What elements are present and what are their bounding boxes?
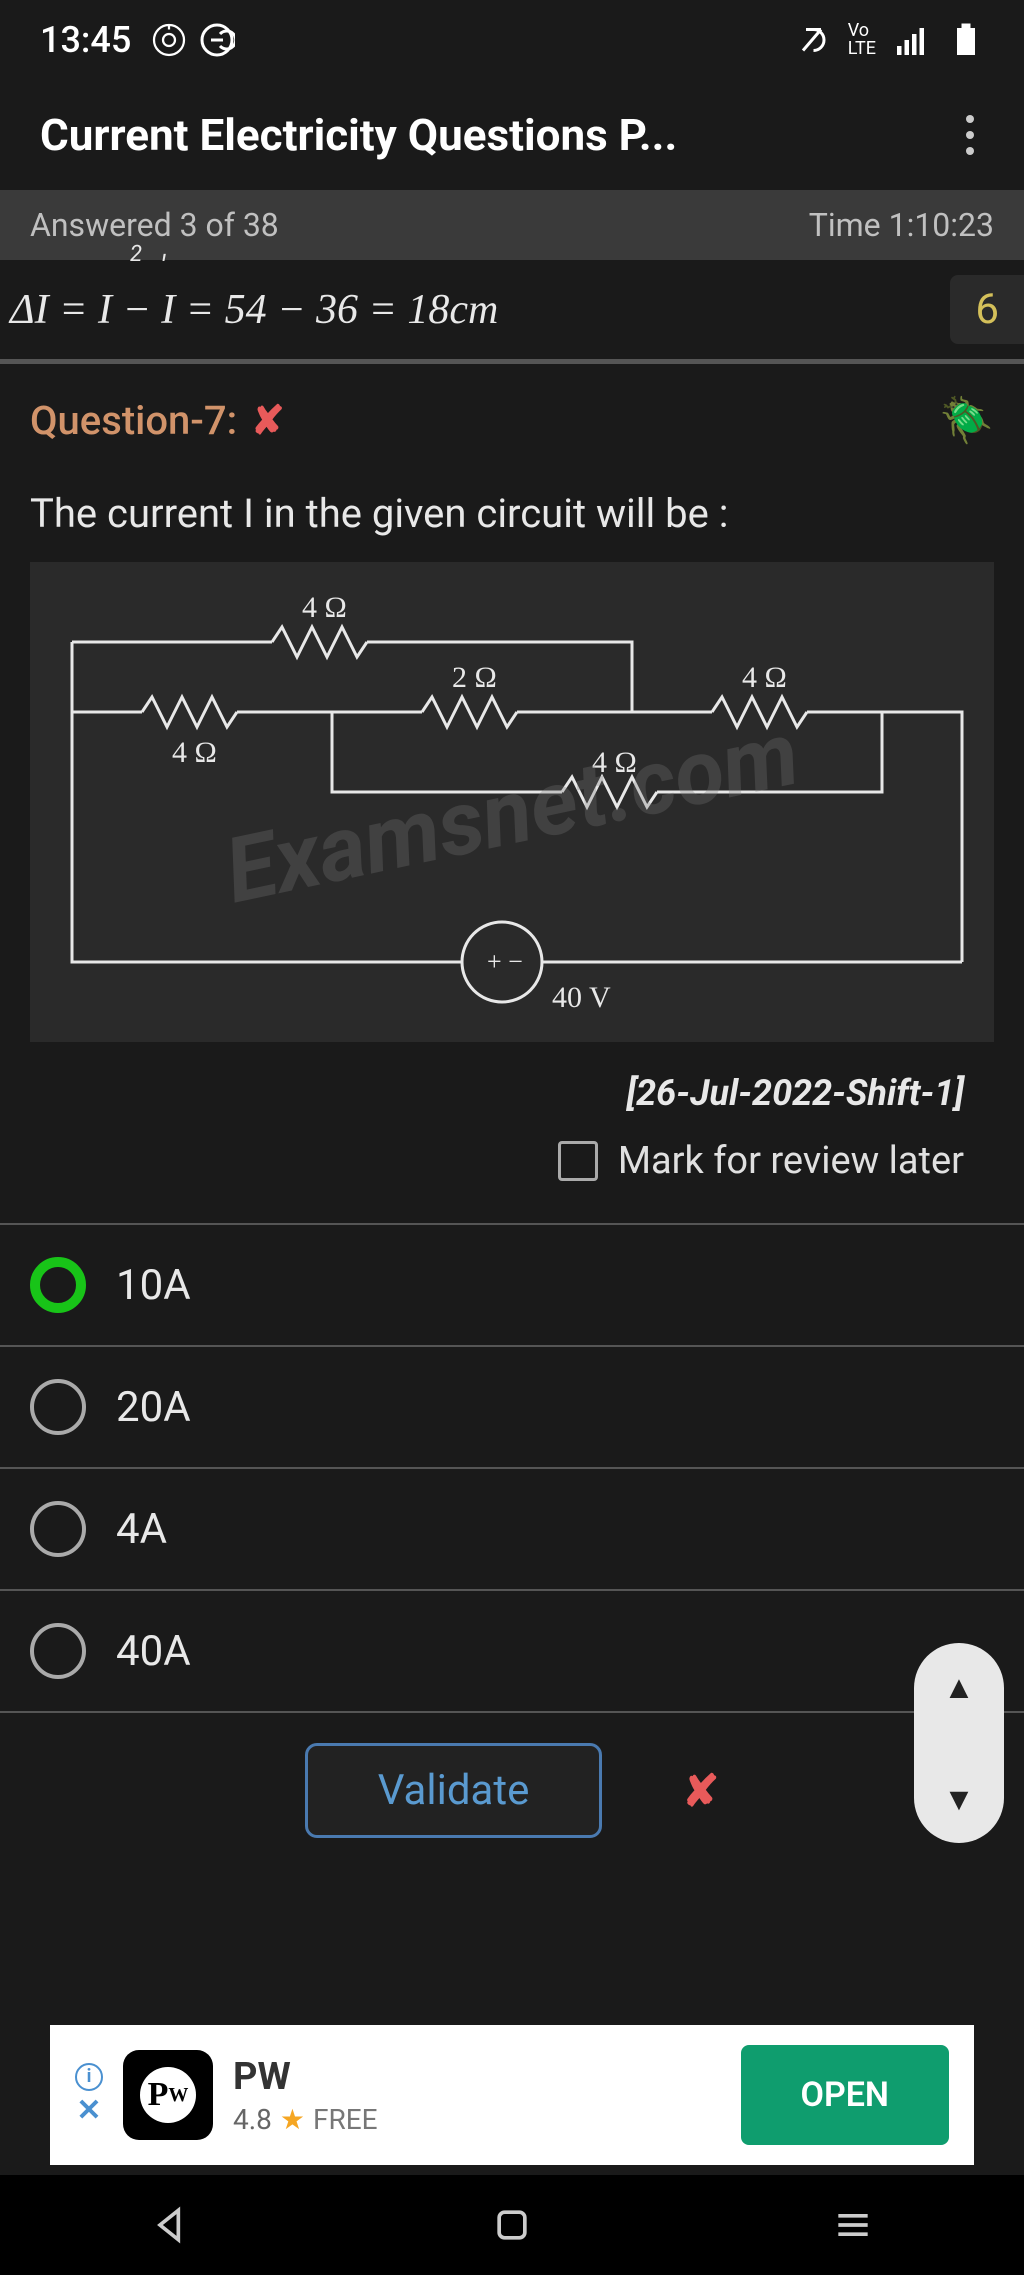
signal-icon: [894, 22, 930, 58]
mark-review-row[interactable]: Mark for review later: [30, 1139, 994, 1183]
status-bar: 13:45 VoLTE: [0, 0, 1024, 80]
mark-review-checkbox[interactable]: [558, 1141, 598, 1181]
answered-count: Answered 3 of 38: [30, 206, 279, 244]
voltage-label: 40 V: [552, 981, 611, 1014]
scroll-down-icon[interactable]: ▼: [943, 1780, 975, 1818]
shazam-icon: [151, 22, 187, 58]
back-icon[interactable]: [149, 2203, 193, 2247]
ad-title: PW: [233, 2055, 721, 2099]
radio-icon[interactable]: [30, 1501, 86, 1557]
validate-button[interactable]: Validate: [305, 1743, 603, 1838]
ad-info-icon[interactable]: i: [75, 2063, 103, 2091]
equation-row: 2 ′ ΔI = I − I = 54 − 36 = 18cm 6: [0, 260, 1024, 364]
option-row-3[interactable]: 40A: [0, 1591, 1024, 1713]
battery-icon: [948, 22, 984, 58]
equation-sup: 2: [130, 242, 142, 267]
question-number-wrap: Question-7: ✘: [30, 397, 285, 444]
mark-review-label: Mark for review later: [618, 1139, 964, 1183]
ad-rating: 4.8: [233, 2103, 272, 2136]
equation-prime: ′: [160, 250, 165, 285]
page-title: Current Electricity Questions P...: [40, 109, 677, 161]
ad-banner[interactable]: i ✕ PW PW 4.8 ★ FREE OPEN: [50, 2025, 974, 2165]
circuit-diagram: 4 Ω 4 Ω 2 Ω 4 Ω 4 Ω + − 40 V Examsnet.co…: [30, 562, 994, 1042]
progress-bar: Answered 3 of 38 Time 1:10:23: [0, 190, 1024, 260]
system-nav-bar: [0, 2175, 1024, 2275]
circuit-svg: 4 Ω 4 Ω 2 Ω 4 Ω 4 Ω + − 40 V: [30, 562, 994, 1042]
option-label: 10A: [116, 1261, 191, 1310]
timer: Time 1:10:23: [809, 206, 994, 244]
option-label: 20A: [116, 1383, 191, 1432]
status-time: 13:45: [40, 19, 131, 61]
option-row-1[interactable]: 20A: [0, 1347, 1024, 1469]
exam-tag-row: [26-Jul-2022-Shift-1]: [30, 1072, 994, 1114]
r-left-label: 4 Ω: [172, 736, 217, 769]
validate-row: Validate ✘ ▲ ▼: [0, 1743, 1024, 1838]
option-label: 40A: [116, 1627, 191, 1676]
exam-tag: [26-Jul-2022-Shift-1]: [626, 1072, 964, 1114]
ad-close-icon[interactable]: ✕: [76, 2093, 101, 2128]
mute-icon: [794, 22, 830, 58]
r-top-label: 4 Ω: [302, 591, 347, 624]
r-bottom-label: 4 Ω: [592, 746, 637, 779]
question-header: Question-7: ✘ 🪲: [30, 394, 994, 446]
ad-app-icon: PW: [123, 2050, 213, 2140]
question-number: Question-7:: [30, 397, 237, 444]
clear-answer-icon[interactable]: ✘: [682, 1765, 719, 1817]
option-row-0[interactable]: 10A: [0, 1225, 1024, 1347]
r-right-label: 4 Ω: [742, 661, 787, 694]
app-header: Current Electricity Questions P...: [0, 80, 1024, 190]
home-icon[interactable]: [490, 2203, 534, 2247]
radio-icon[interactable]: [30, 1623, 86, 1679]
equation-badge[interactable]: 6: [950, 275, 1024, 344]
scroll-pill[interactable]: ▲ ▼: [914, 1643, 1004, 1843]
ad-subtitle: 4.8 ★ FREE: [233, 2103, 721, 2136]
more-menu-button[interactable]: [956, 105, 984, 165]
option-row-2[interactable]: 4A: [0, 1469, 1024, 1591]
google-icon: [199, 22, 235, 58]
ad-text: PW 4.8 ★ FREE: [233, 2055, 721, 2136]
bug-report-icon[interactable]: 🪲: [939, 394, 994, 446]
ad-open-button[interactable]: OPEN: [741, 2045, 950, 2145]
options-list: 10A 20A 4A 40A: [0, 1223, 1024, 1713]
star-icon: ★: [280, 2103, 305, 2136]
radio-icon[interactable]: [30, 1257, 86, 1313]
wrong-icon: ✘: [251, 397, 285, 444]
recents-icon[interactable]: [831, 2203, 875, 2247]
r-mid-label: 2 Ω: [452, 661, 497, 694]
equation-text: ΔI = I − I = 54 − 36 = 18cm: [10, 286, 498, 334]
option-label: 4A: [116, 1505, 167, 1554]
volte-icon: VoLTE: [848, 22, 876, 58]
status-right: VoLTE: [794, 22, 984, 58]
radio-icon[interactable]: [30, 1379, 86, 1435]
status-left: 13:45: [40, 19, 235, 61]
scroll-up-icon[interactable]: ▲: [943, 1668, 975, 1706]
question-section: Question-7: ✘ 🪲 The current I in the giv…: [0, 364, 1024, 1183]
source-polarity: + −: [487, 947, 523, 976]
question-text: The current I in the given circuit will …: [30, 486, 994, 542]
status-icons-left: [151, 22, 235, 58]
ad-controls: i ✕: [75, 2063, 103, 2128]
ad-free-label: FREE: [313, 2103, 378, 2136]
